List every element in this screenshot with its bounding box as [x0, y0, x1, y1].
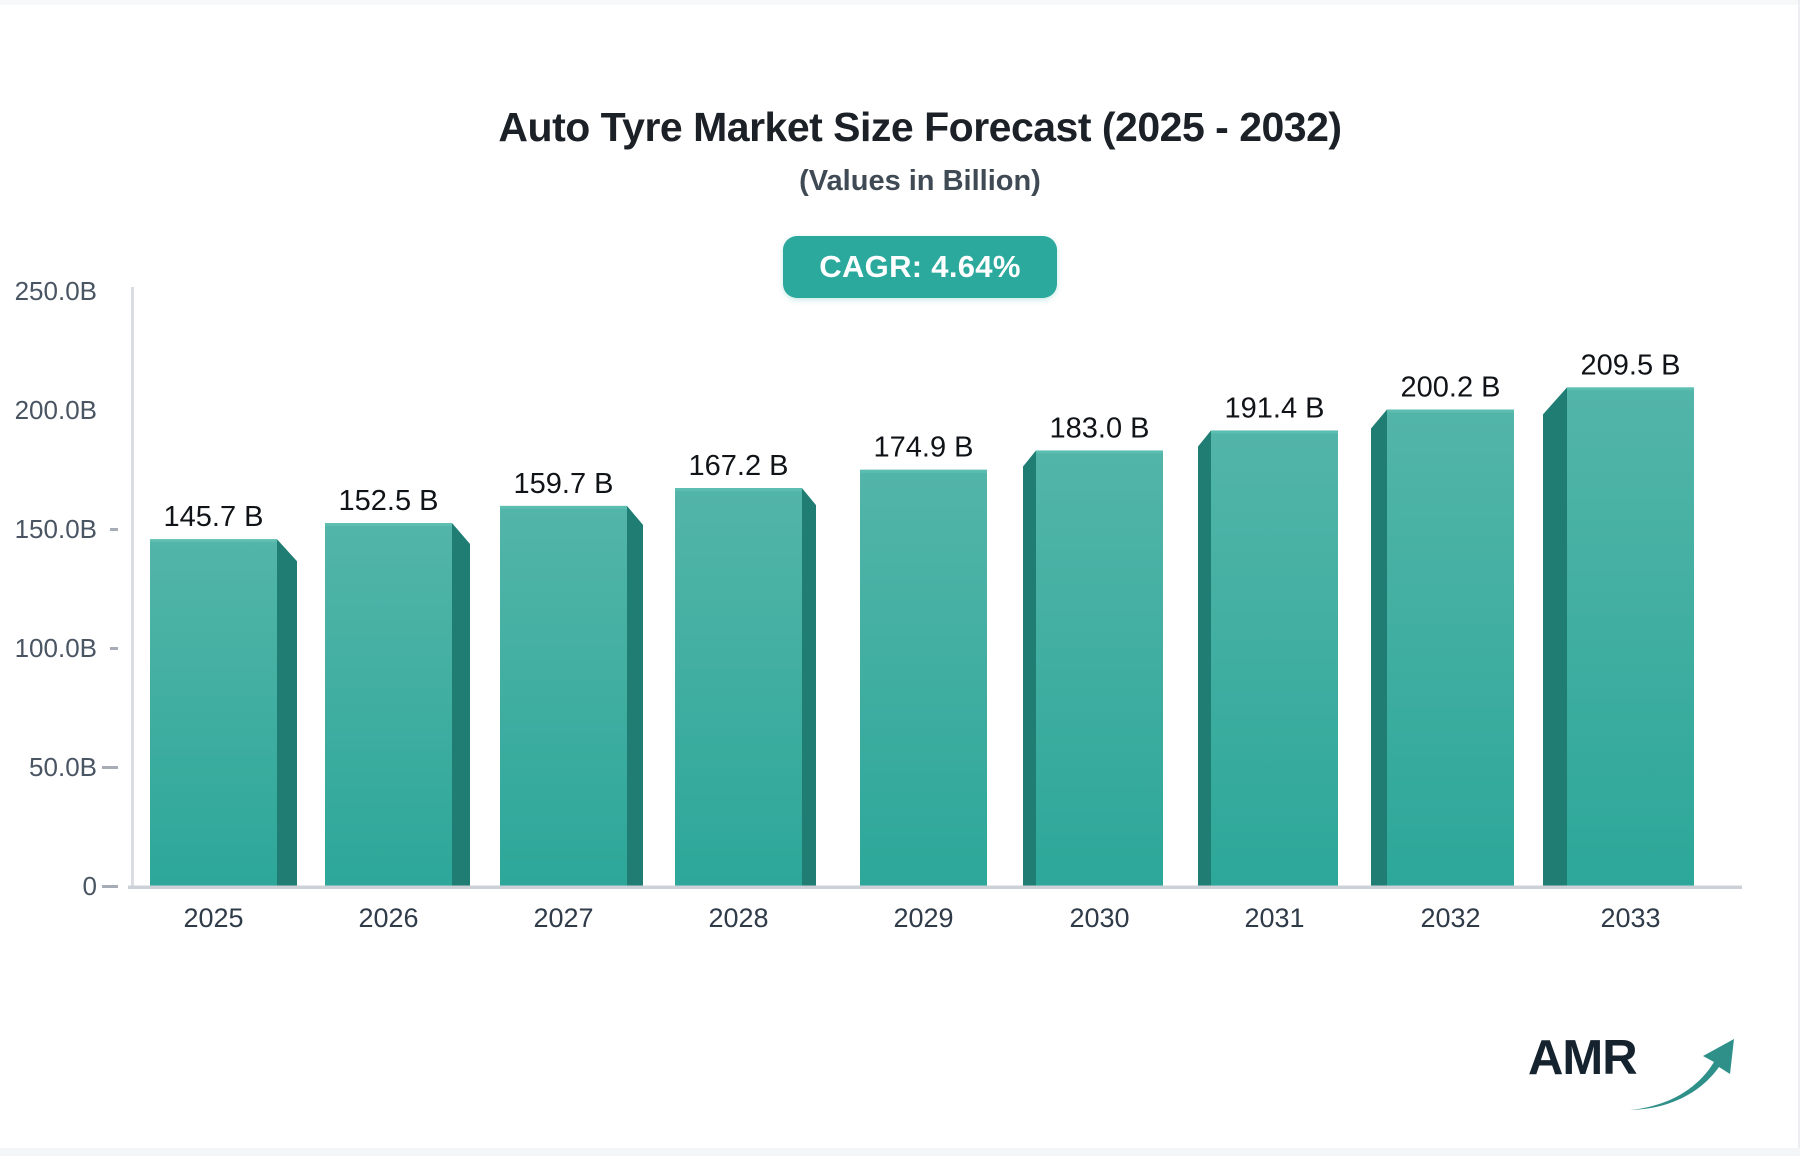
bar [1387, 409, 1514, 886]
y-axis-tick-mark [102, 885, 118, 888]
cagr-badge: CAGR: 4.64% [783, 236, 1057, 298]
bar-value-label: 209.5 B [1581, 349, 1681, 381]
chart-header: Auto Tyre Market Size Forecast (2025 - 2… [40, 104, 1800, 298]
bar-value-label: 159.7 B [514, 468, 614, 500]
bar [675, 488, 802, 886]
bar [500, 505, 627, 886]
y-axis-tick-mark [102, 766, 118, 769]
bar-side-face [277, 539, 297, 886]
bar [325, 523, 452, 886]
chart-title: Auto Tyre Market Size Forecast (2025 - 2… [498, 104, 1342, 150]
x-axis-category-label: 2029 [893, 903, 953, 933]
bar [1036, 450, 1163, 886]
x-axis-line [128, 885, 1742, 889]
bar-top-edge [1211, 430, 1338, 434]
bar-side-face [452, 523, 470, 886]
y-axis-tick-label: 100.0B [15, 633, 97, 663]
bar-value-label: 174.9 B [874, 432, 974, 464]
bar-side-face [1023, 450, 1036, 886]
trend-up-arrow-icon [1630, 1039, 1734, 1110]
x-axis-category-label: 2026 [358, 903, 418, 933]
amr-logo: AMR [1528, 1030, 1758, 1130]
bar-top-edge [860, 469, 987, 473]
bar-value-label: 152.5 B [339, 485, 439, 517]
bar-top-edge [150, 539, 277, 543]
window-right-edge [1798, 0, 1800, 1156]
bar [860, 469, 987, 886]
y-axis-tick-label: 0 [83, 871, 97, 901]
chart-subtitle: (Values in Billion) [799, 165, 1041, 197]
bar [1567, 387, 1694, 886]
y-axis-tick-mark [110, 647, 118, 650]
x-axis-category-label: 2025 [183, 903, 243, 933]
y-axis-tick-label: 200.0B [15, 395, 97, 425]
bar-side-face [1543, 387, 1567, 886]
window-top-strip [0, 0, 1800, 5]
y-axis-line [131, 287, 134, 889]
x-axis-category-label: 2032 [1420, 903, 1480, 933]
bar [1211, 430, 1338, 886]
x-axis-category-label: 2033 [1600, 903, 1660, 933]
window-bottom-strip [0, 1148, 1800, 1156]
amr-logo-text: AMR [1528, 1031, 1638, 1085]
y-axis-tick-label: 50.0B [29, 752, 97, 782]
bar-value-label: 200.2 B [1401, 372, 1501, 404]
bar [150, 539, 277, 886]
y-axis-tick-label: 250.0B [15, 276, 97, 306]
bar-value-label: 167.2 B [689, 450, 789, 482]
bar-value-label: 183.0 B [1050, 412, 1150, 444]
x-axis-category-label: 2030 [1069, 903, 1129, 933]
bar-side-face [802, 488, 816, 886]
bar-side-face [627, 505, 643, 886]
bar-top-edge [675, 488, 802, 492]
bar-top-edge [1567, 387, 1694, 391]
bar-top-edge [325, 523, 452, 527]
bar-top-edge [1387, 409, 1514, 413]
bar-side-face [1198, 430, 1211, 886]
x-axis-category-label: 2028 [708, 903, 768, 933]
bar-value-label: 191.4 B [1225, 392, 1325, 424]
y-axis-tick-mark [110, 528, 118, 531]
x-axis-category-label: 2031 [1244, 903, 1304, 933]
bar-top-edge [1036, 450, 1163, 454]
x-axis-category-label: 2027 [533, 903, 593, 933]
y-axis-tick-label: 150.0B [15, 514, 97, 544]
bar-top-edge [500, 505, 627, 509]
bar-value-label: 145.7 B [164, 501, 264, 533]
bar-side-face [1371, 409, 1387, 886]
